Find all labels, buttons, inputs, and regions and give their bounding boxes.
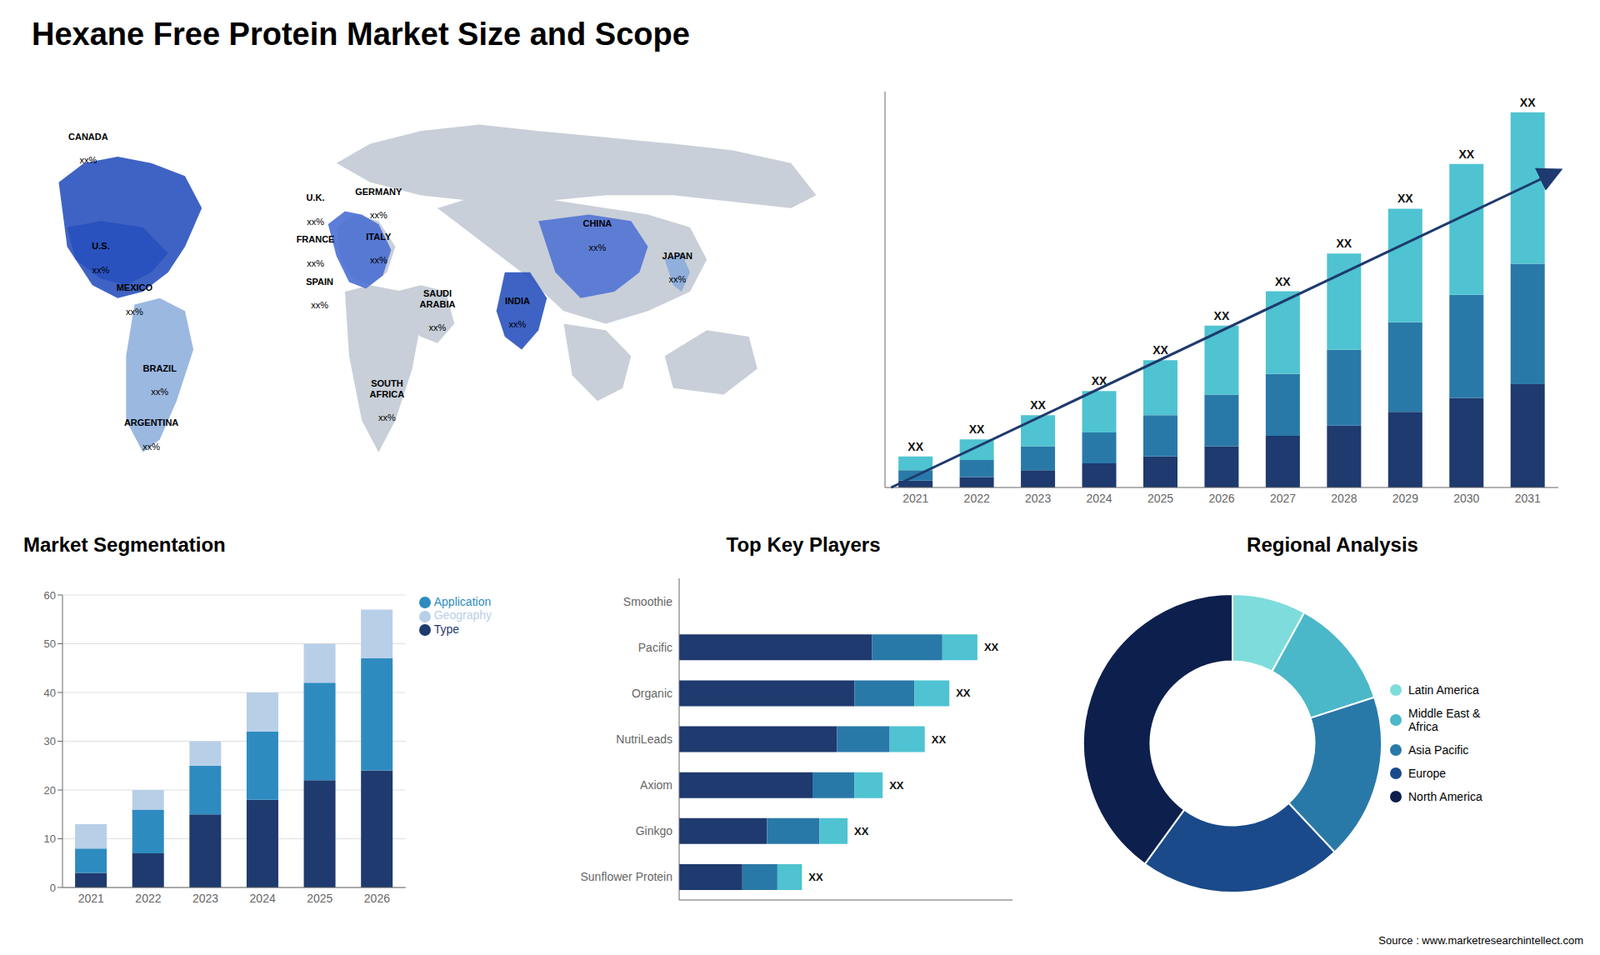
svg-text:CHINA: CHINA — [582, 218, 612, 229]
html-text:Europe: Europe — [1408, 766, 1446, 780]
svg-text:0: 0 — [50, 881, 56, 895]
svg-text:2022: 2022 — [964, 491, 990, 505]
svg-text:XX: XX — [889, 779, 905, 792]
svg-text:xx%: xx% — [429, 322, 447, 333]
svg-text:xx%: xx% — [509, 319, 527, 330]
svg-text:xx%: xx% — [125, 306, 144, 317]
html-text:North America: North America — [1408, 790, 1483, 804]
svg-text:XX: XX — [955, 686, 971, 700]
svg-text:2025: 2025 — [306, 891, 333, 905]
html-text:Middle East & Africa: Middle East & Africa — [1408, 706, 1481, 734]
svg-text:FRANCE: FRANCE — [296, 234, 335, 245]
svg-text:U.S.: U.S. — [91, 240, 110, 251]
svg-text:SOUTH: SOUTH — [370, 378, 404, 389]
svg-text:2026: 2026 — [1208, 491, 1235, 505]
svg-text:2024: 2024 — [250, 891, 276, 905]
svg-text:2031: 2031 — [1515, 491, 1541, 505]
html-text:Latin America: Latin America — [1408, 683, 1479, 697]
svg-text:xx%: xx% — [668, 274, 686, 285]
svg-text:40: 40 — [44, 686, 56, 700]
svg-text:Pacific: Pacific — [638, 640, 673, 655]
svg-text:xx%: xx% — [150, 386, 169, 397]
svg-text:2029: 2029 — [1392, 491, 1419, 505]
svg-text:2027: 2027 — [1270, 491, 1296, 505]
svg-text:50: 50 — [44, 637, 56, 650]
svg-text:60: 60 — [44, 589, 56, 602]
svg-text:xx%: xx% — [306, 216, 325, 227]
svg-text:Smoothie: Smoothie — [623, 595, 673, 609]
svg-text:XX: XX — [1152, 343, 1169, 357]
html-text:Asia Pacific: Asia Pacific — [1408, 743, 1469, 757]
svg-text:XX: XX — [1458, 147, 1475, 161]
svg-text:XX: XX — [1520, 95, 1536, 110]
svg-text:2030: 2030 — [1453, 491, 1480, 505]
svg-text:2022: 2022 — [135, 891, 161, 905]
svg-text:AFRICA: AFRICA — [370, 389, 405, 400]
html-text:Top Key Players: Top Key Players — [726, 533, 881, 556]
svg-text:XX: XX — [1030, 398, 1046, 412]
svg-text:xx%: xx% — [589, 242, 607, 253]
html-text:Application: Application — [433, 595, 491, 609]
html-text:Geography: Geography — [433, 608, 492, 622]
html-text:Type: Type — [433, 622, 460, 636]
svg-text:xx%: xx% — [92, 265, 110, 275]
svg-text:MEXICO: MEXICO — [116, 282, 154, 293]
svg-text:2023: 2023 — [192, 891, 219, 905]
svg-text:SPAIN: SPAIN — [305, 276, 334, 287]
svg-text:xx%: xx% — [378, 412, 396, 423]
svg-text:2025: 2025 — [1147, 491, 1174, 505]
svg-text:2026: 2026 — [364, 891, 390, 905]
svg-text:XX: XX — [1214, 309, 1230, 323]
svg-text:xx%: xx% — [370, 255, 388, 265]
svg-text:GERMANY: GERMANY — [355, 186, 403, 197]
svg-text:BRAZIL: BRAZIL — [143, 363, 178, 374]
svg-text:Sunflower Protein: Sunflower Protein — [580, 870, 673, 884]
svg-text:XX: XX — [1397, 191, 1414, 205]
svg-text:30: 30 — [44, 735, 56, 748]
svg-text:ARGENTINA: ARGENTINA — [124, 417, 179, 428]
svg-text:20: 20 — [44, 784, 56, 797]
svg-text:SAUDI: SAUDI — [423, 288, 452, 299]
svg-text:ITALY: ITALY — [365, 231, 392, 242]
svg-text:10: 10 — [44, 832, 56, 845]
svg-text:ARABIA: ARABIA — [420, 299, 456, 310]
svg-text:XX: XX — [1275, 275, 1291, 289]
svg-text:xx%: xx% — [370, 210, 388, 220]
svg-text:XX: XX — [854, 825, 870, 838]
svg-text:XX: XX — [984, 640, 1000, 654]
svg-text:U.K.: U.K. — [306, 192, 325, 203]
svg-text:Axiom: Axiom — [640, 778, 673, 792]
svg-text:XX: XX — [931, 733, 947, 746]
svg-text:Ginkgo: Ginkgo — [635, 824, 674, 838]
svg-text:NutriLeads: NutriLeads — [615, 732, 673, 746]
html-text:Source : www.marketresearchint: Source : www.marketresearchintellect.com — [1378, 934, 1584, 947]
svg-text:xx%: xx% — [79, 155, 97, 165]
svg-text:xx%: xx% — [306, 258, 325, 269]
svg-text:XX: XX — [969, 422, 985, 436]
svg-text:XX: XX — [907, 440, 924, 454]
html-text:Market Segmentation: Market Segmentation — [23, 533, 226, 556]
svg-text:2024: 2024 — [1086, 491, 1113, 505]
svg-text:XX: XX — [1091, 374, 1108, 388]
svg-text:2021: 2021 — [902, 491, 929, 505]
svg-text:Organic: Organic — [631, 686, 673, 700]
svg-text:XX: XX — [1335, 236, 1352, 250]
svg-text:XX: XX — [808, 870, 824, 884]
svg-text:CANADA: CANADA — [68, 131, 109, 142]
svg-text:xx%: xx% — [310, 300, 329, 310]
svg-text:JAPAN: JAPAN — [662, 250, 694, 261]
html-text:Regional Analysis: Regional Analysis — [1246, 533, 1419, 556]
svg-text:xx%: xx% — [142, 441, 160, 452]
svg-text:2021: 2021 — [78, 891, 105, 905]
svg-text:2028: 2028 — [1330, 491, 1357, 505]
svg-text:2023: 2023 — [1025, 491, 1051, 505]
svg-text:INDIA: INDIA — [505, 295, 530, 306]
html-text:Hexane Free Protein Market Siz: Hexane Free Protein Market Size and Scop… — [31, 16, 690, 52]
